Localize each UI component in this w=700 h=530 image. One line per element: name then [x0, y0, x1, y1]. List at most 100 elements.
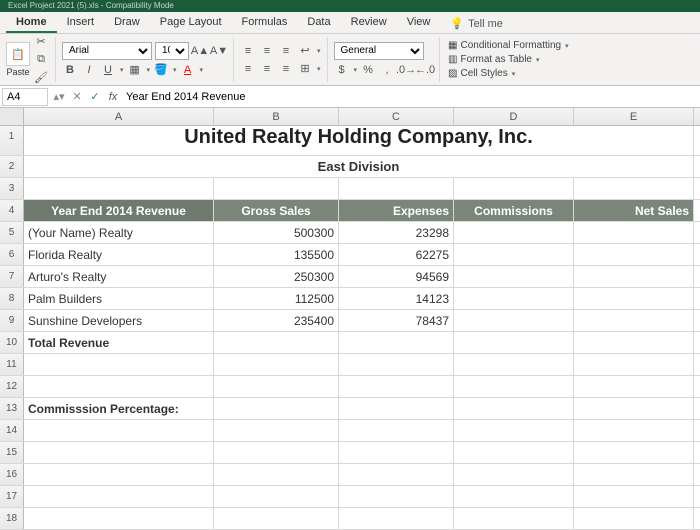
cell-D13[interactable]	[454, 398, 574, 419]
cell-A3[interactable]	[24, 178, 214, 199]
currency-icon[interactable]: $	[334, 62, 350, 78]
tab-formulas[interactable]: Formulas	[232, 12, 298, 33]
cell-C18[interactable]	[339, 508, 454, 529]
cell-C3[interactable]	[339, 178, 454, 199]
cell-B7[interactable]: 250300	[214, 266, 339, 287]
cell-C15[interactable]	[339, 442, 454, 463]
cell-D17[interactable]	[454, 486, 574, 507]
cell-E18[interactable]	[574, 508, 694, 529]
row-head-18[interactable]: 18	[0, 508, 24, 529]
cell-A8[interactable]: Palm Builders	[24, 288, 214, 309]
cell-A16[interactable]	[24, 464, 214, 485]
cell-E15[interactable]	[574, 442, 694, 463]
cell-A4[interactable]: Year End 2014 Revenue	[24, 200, 214, 221]
decrease-decimal-icon[interactable]: ←.0	[417, 62, 433, 78]
col-head-a[interactable]: A	[24, 108, 214, 125]
cell-D4[interactable]: Commissions	[454, 200, 574, 221]
row-head-2[interactable]: 2	[0, 156, 24, 177]
row-head-3[interactable]: 3	[0, 178, 24, 199]
cell-A7[interactable]: Arturo's Realty	[24, 266, 214, 287]
cell-B18[interactable]	[214, 508, 339, 529]
decrease-font-icon[interactable]: A▼	[211, 43, 227, 59]
cell-E4[interactable]: Net Sales	[574, 200, 694, 221]
cell-A9[interactable]: Sunshine Developers	[24, 310, 214, 331]
cell-C12[interactable]	[339, 376, 454, 397]
cell-B15[interactable]	[214, 442, 339, 463]
cell-D7[interactable]	[454, 266, 574, 287]
paste-icon[interactable]: 📋	[6, 42, 30, 66]
format-painter-icon[interactable]: 🖌	[33, 70, 49, 86]
tell-me[interactable]: 💡Tell me	[440, 12, 513, 33]
tab-page-layout[interactable]: Page Layout	[150, 12, 232, 33]
accept-formula-icon[interactable]: ✓	[86, 90, 104, 103]
cell-B12[interactable]	[214, 376, 339, 397]
tab-insert[interactable]: Insert	[57, 12, 105, 33]
cell-C5[interactable]: 23298	[339, 222, 454, 243]
cell-B9[interactable]: 235400	[214, 310, 339, 331]
fx-icon[interactable]: fx	[104, 91, 122, 103]
cell-A11[interactable]	[24, 354, 214, 375]
cell-E3[interactable]	[574, 178, 694, 199]
row-head-14[interactable]: 14	[0, 420, 24, 441]
cell-E13[interactable]	[574, 398, 694, 419]
cell-C17[interactable]	[339, 486, 454, 507]
row-head-1[interactable]: 1	[0, 126, 24, 155]
row-head-8[interactable]: 8	[0, 288, 24, 309]
cell-E6[interactable]	[574, 244, 694, 265]
cell-B17[interactable]	[214, 486, 339, 507]
italic-button[interactable]: I	[81, 62, 97, 78]
comma-icon[interactable]: ,	[379, 62, 395, 78]
font-size-select[interactable]: 10	[155, 42, 189, 60]
cell-D5[interactable]	[454, 222, 574, 243]
cell-A13[interactable]: Commisssion Percentage:	[24, 398, 214, 419]
row-head-16[interactable]: 16	[0, 464, 24, 485]
row-head-4[interactable]: 4	[0, 200, 24, 221]
row-head-10[interactable]: 10	[0, 332, 24, 353]
cell-E14[interactable]	[574, 420, 694, 441]
wrap-text-icon[interactable]: ↩	[297, 43, 313, 59]
cell-C6[interactable]: 62275	[339, 244, 454, 265]
cell-D15[interactable]	[454, 442, 574, 463]
cell-B14[interactable]	[214, 420, 339, 441]
cell-styles-button[interactable]: ▨Cell Styles▾	[446, 67, 571, 80]
cell-B6[interactable]: 135500	[214, 244, 339, 265]
cell-E5[interactable]	[574, 222, 694, 243]
increase-decimal-icon[interactable]: .0→	[398, 62, 414, 78]
cell-B11[interactable]	[214, 354, 339, 375]
cell-A10[interactable]: Total Revenue	[24, 332, 214, 353]
cell-A18[interactable]	[24, 508, 214, 529]
cell-D11[interactable]	[454, 354, 574, 375]
cell-A2[interactable]: East Division	[24, 156, 694, 177]
tab-view[interactable]: View	[397, 12, 441, 33]
cell-D9[interactable]	[454, 310, 574, 331]
row-head-6[interactable]: 6	[0, 244, 24, 265]
tab-draw[interactable]: Draw	[104, 12, 150, 33]
row-head-11[interactable]: 11	[0, 354, 24, 375]
bold-button[interactable]: B	[62, 62, 78, 78]
cell-D18[interactable]	[454, 508, 574, 529]
row-head-13[interactable]: 13	[0, 398, 24, 419]
cell-C13[interactable]	[339, 398, 454, 419]
row-head-9[interactable]: 9	[0, 310, 24, 331]
cell-C8[interactable]: 14123	[339, 288, 454, 309]
cell-B13[interactable]	[214, 398, 339, 419]
align-center-icon[interactable]: ≡	[259, 61, 275, 77]
cell-A1[interactable]: United Realty Holding Company, Inc.	[24, 126, 694, 155]
cell-C7[interactable]: 94569	[339, 266, 454, 287]
col-head-c[interactable]: C	[339, 108, 454, 125]
row-head-15[interactable]: 15	[0, 442, 24, 463]
row-head-5[interactable]: 5	[0, 222, 24, 243]
cell-E7[interactable]	[574, 266, 694, 287]
merge-icon[interactable]: ⊞	[297, 61, 313, 77]
align-bottom-icon[interactable]: ≡	[278, 43, 294, 59]
cell-A15[interactable]	[24, 442, 214, 463]
cell-C16[interactable]	[339, 464, 454, 485]
cell-C9[interactable]: 78437	[339, 310, 454, 331]
align-middle-icon[interactable]: ≡	[259, 43, 275, 59]
tab-review[interactable]: Review	[341, 12, 397, 33]
select-all-corner[interactable]	[0, 108, 24, 125]
col-head-d[interactable]: D	[454, 108, 574, 125]
align-top-icon[interactable]: ≡	[240, 43, 256, 59]
increase-font-icon[interactable]: A▲	[192, 43, 208, 59]
cell-E9[interactable]	[574, 310, 694, 331]
